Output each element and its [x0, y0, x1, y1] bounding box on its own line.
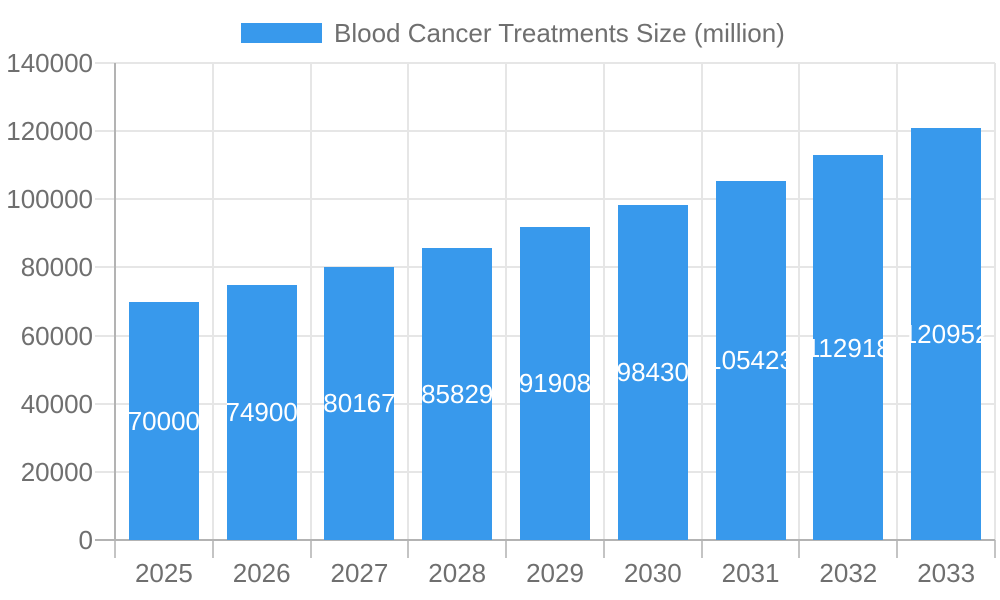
x-tick-mark	[602, 540, 605, 558]
y-gridline	[115, 198, 995, 201]
y-axis-tick-label: 0	[78, 525, 93, 555]
x-axis-tick-label: 2033	[917, 558, 976, 588]
bar-2025[interactable]	[128, 301, 199, 540]
x-axis-tick-label: 2026	[232, 558, 291, 588]
y-tick-mark	[95, 62, 115, 64]
y-tick-mark	[95, 266, 115, 269]
legend[interactable]: Blood Cancer Treatments Size (million)	[241, 18, 785, 48]
x-tick-mark	[896, 540, 899, 558]
x-gridline	[798, 63, 801, 540]
x-tick-mark	[114, 540, 116, 558]
bar-2029[interactable]	[520, 226, 590, 540]
x-tick-mark	[211, 540, 214, 558]
x-gridline	[896, 63, 899, 540]
y-axis-tick-label: 140000	[6, 48, 93, 78]
x-axis-tick-label: 2025	[134, 558, 193, 588]
x-gridline	[602, 63, 605, 540]
y-tick-mark	[95, 470, 115, 473]
y-gridline	[115, 130, 995, 133]
legend-label: Blood Cancer Treatments Size (million)	[334, 18, 785, 48]
bar-2030[interactable]	[617, 204, 688, 540]
x-axis-tick-label: 2027	[330, 558, 389, 588]
x-gridline	[994, 63, 996, 540]
bar-2031[interactable]	[715, 180, 786, 540]
bar-2027[interactable]	[324, 266, 395, 540]
x-axis-tick-label: 2032	[819, 558, 878, 588]
x-gridline	[407, 63, 410, 540]
y-tick-mark	[95, 334, 115, 337]
y-gridline	[115, 62, 995, 64]
x-gridline	[700, 63, 703, 540]
y-axis-tick-label: 40000	[20, 388, 93, 419]
x-gridline	[309, 63, 312, 540]
legend-swatch	[241, 23, 322, 43]
x-axis-tick-label: 2031	[721, 558, 780, 588]
x-axis-tick-label: 2029	[526, 558, 584, 588]
x-tick-mark	[994, 540, 996, 558]
y-axis-tick-label: 120000	[6, 116, 93, 147]
x-tick-mark	[407, 540, 410, 558]
x-tick-mark	[700, 540, 703, 558]
bar-2028[interactable]	[422, 247, 493, 540]
y-tick-mark	[95, 402, 115, 405]
y-axis-tick-label: 100000	[6, 184, 93, 215]
y-axis-tick-label: 60000	[20, 320, 93, 351]
x-tick-mark	[505, 540, 508, 558]
x-axis-tick-label: 2030	[623, 558, 682, 588]
x-gridline	[211, 63, 214, 540]
y-tick-mark	[95, 130, 115, 133]
x-axis-tick-label: 2028	[428, 558, 487, 588]
y-axis-tick-label: 20000	[20, 456, 93, 487]
y-axis-tick-label: 80000	[20, 252, 93, 283]
x-tick-mark	[798, 540, 801, 558]
x-axis-line	[95, 539, 995, 541]
y-axis-line	[114, 63, 116, 540]
y-tick-mark	[95, 198, 115, 201]
bar-2032[interactable]	[813, 155, 884, 540]
x-gridline	[505, 63, 508, 540]
bar-2026[interactable]	[226, 284, 297, 540]
x-tick-mark	[309, 540, 312, 558]
bar-2033[interactable]	[911, 127, 982, 540]
